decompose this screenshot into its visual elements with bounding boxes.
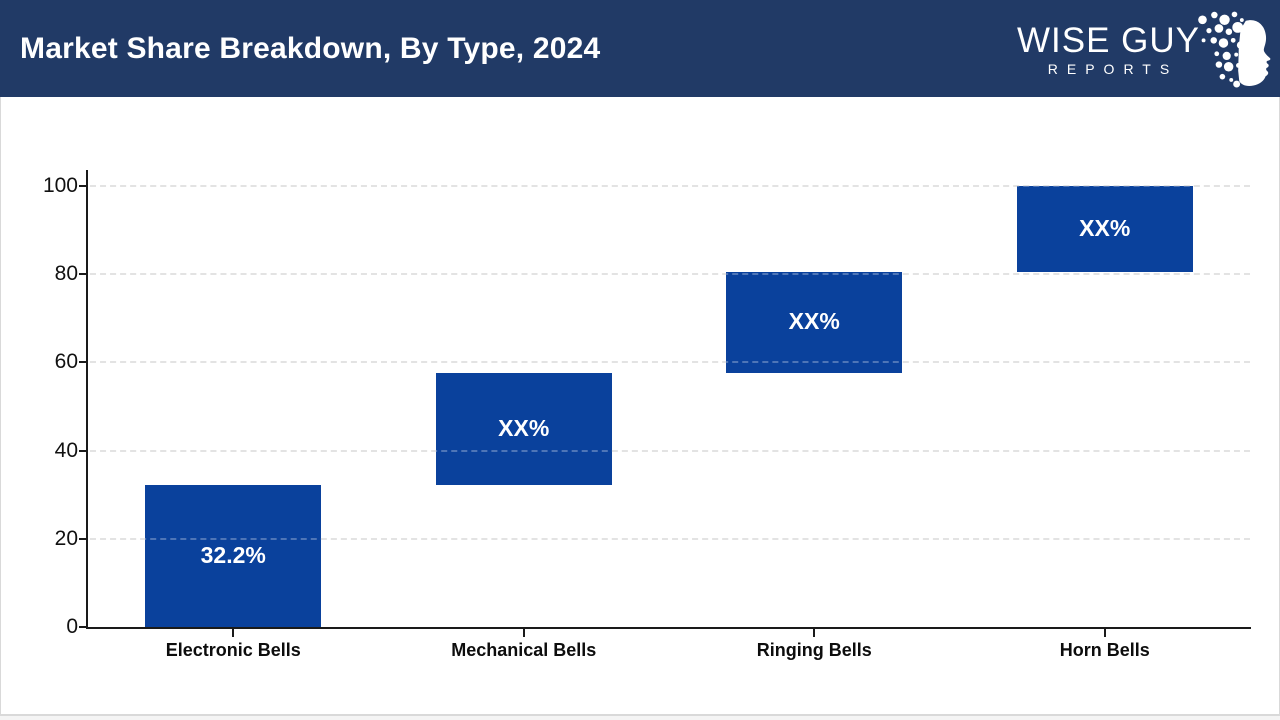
bar-value-label: XX%	[498, 414, 550, 441]
logo-reports-text: REPORTS	[1047, 60, 1179, 77]
y-tick-label: 40	[54, 438, 78, 462]
y-tick-label: 100	[42, 174, 78, 197]
grid-line	[90, 449, 1250, 452]
logo-head-icon	[1198, 11, 1271, 88]
x-tick-mark	[1103, 629, 1106, 637]
x-category-label: Electronic Bells	[165, 640, 301, 660]
card-footer-strip	[0, 716, 1280, 720]
grid-line	[90, 185, 1250, 187]
bar-value-label: 32.2%	[200, 541, 266, 568]
logo: WISE GUY REPORTS	[1017, 4, 1276, 94]
bar	[435, 372, 612, 485]
y-tick-mark	[79, 626, 87, 628]
y-tick-mark	[79, 537, 87, 540]
bar	[1016, 186, 1193, 272]
grid-line	[90, 273, 1250, 276]
grid-line-overlay	[90, 361, 1250, 364]
x-tick-mark	[522, 629, 525, 637]
grid-line-overlay	[90, 537, 1250, 540]
y-tick-mark	[79, 449, 87, 452]
y-tick-label: 20	[54, 526, 78, 550]
x-tick-mark	[813, 629, 816, 637]
x-axis-spine	[86, 627, 1251, 629]
grid-line	[90, 361, 1250, 364]
x-category-label: Ringing Bells	[756, 640, 872, 660]
x-category-label: Mechanical Bells	[451, 640, 597, 660]
y-tick-label: 0	[66, 615, 78, 638]
grid-line-overlay	[90, 273, 1250, 276]
y-tick-mark	[79, 185, 87, 187]
y-tick-label: 60	[54, 350, 78, 374]
y-tick-mark	[79, 361, 87, 364]
x-tick-mark	[232, 629, 235, 637]
bar-value-label: XX%	[788, 308, 840, 335]
grid-line	[90, 537, 1250, 540]
logo-wiseguy-text: WISE GUY	[1016, 20, 1200, 60]
grid-line-overlay	[90, 185, 1250, 187]
y-axis-spine	[86, 170, 88, 629]
page-title: Market Share Breakdown, By Type, 2024	[20, 31, 601, 65]
x-category-label: Horn Bells	[1059, 640, 1150, 660]
logo-text: WISE GUY REPORTS	[1016, 20, 1200, 77]
y-tick-mark	[79, 273, 87, 276]
y-tick-label: 80	[54, 262, 78, 286]
bar	[145, 484, 322, 627]
header-bar: Market Share Breakdown, By Type, 2024 WI…	[0, 0, 1280, 97]
bar-value-label: XX%	[1079, 214, 1131, 241]
grid-line-overlay	[90, 449, 1250, 452]
